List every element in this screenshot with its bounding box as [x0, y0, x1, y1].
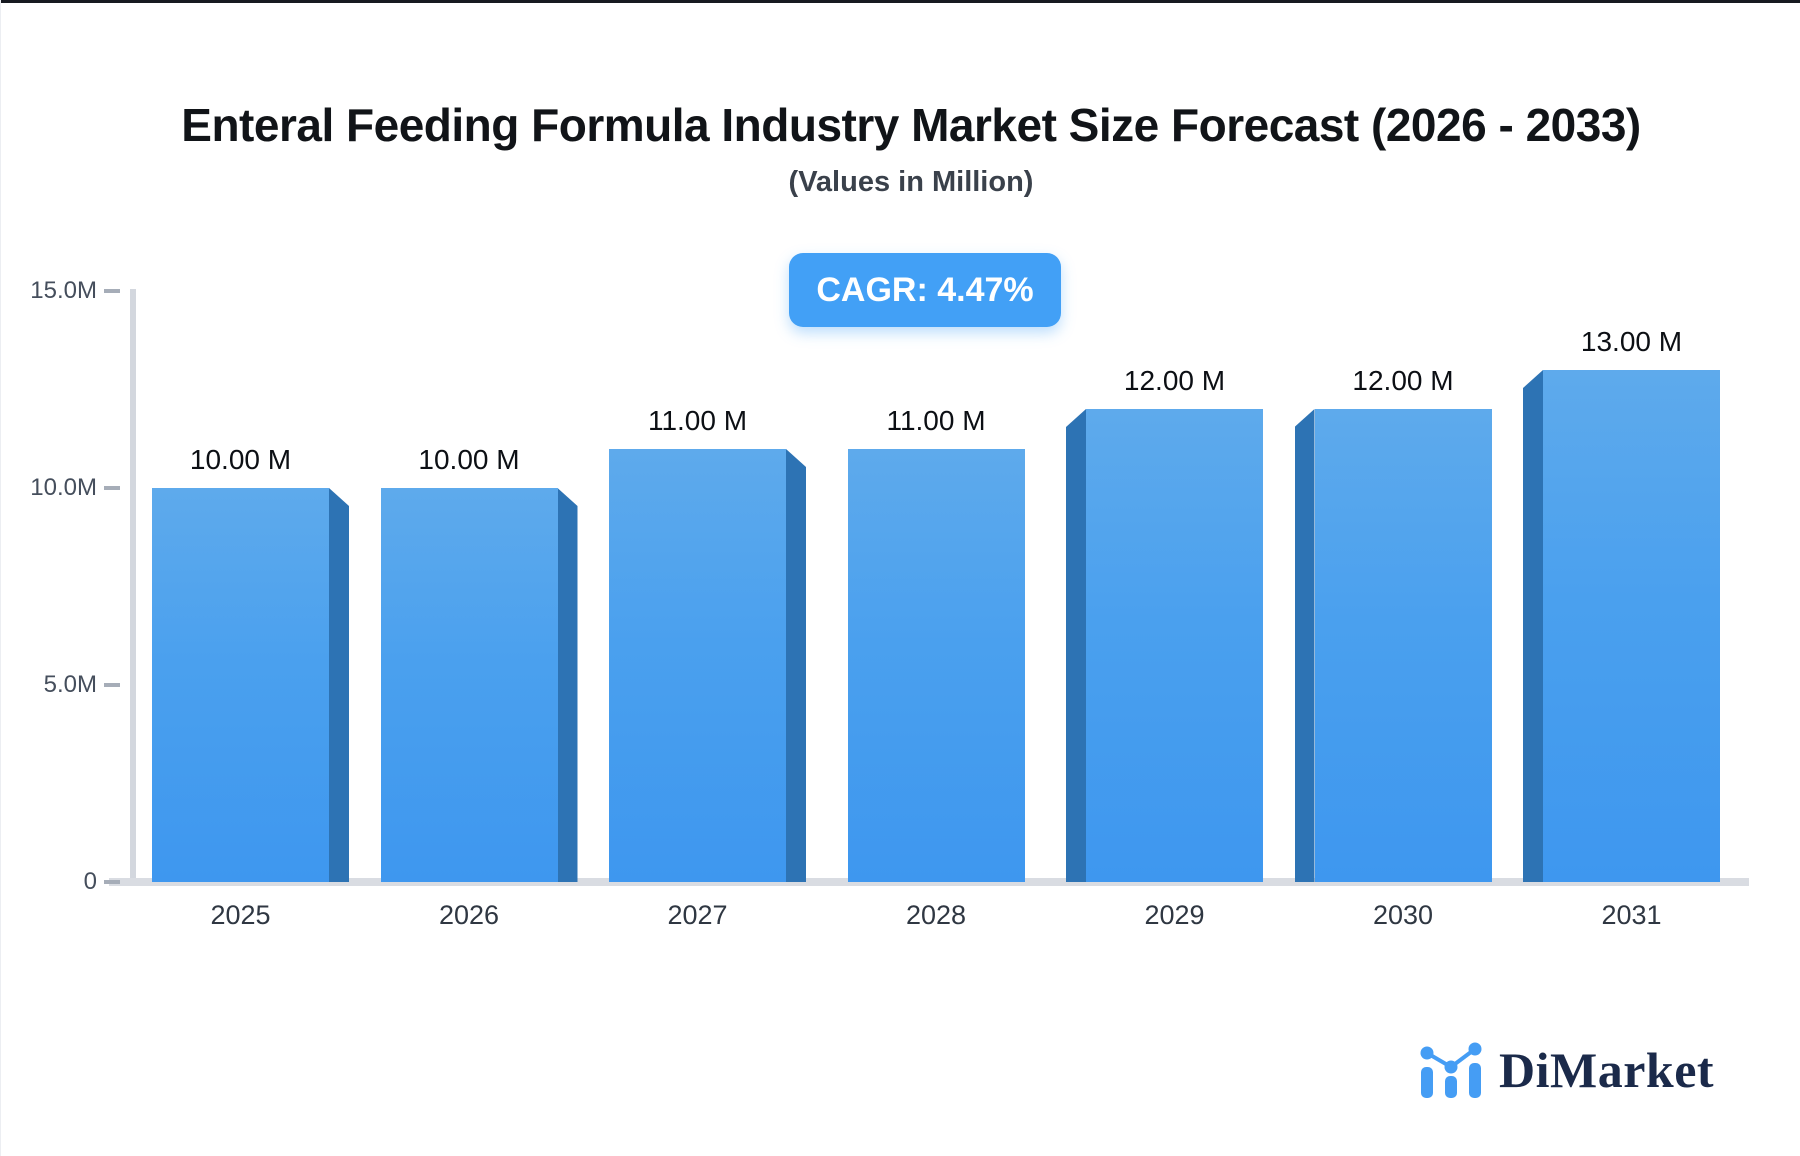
bar-2030[interactable]: [1314, 409, 1492, 882]
bar-2031[interactable]: [1543, 370, 1720, 882]
bar-2028[interactable]: [847, 449, 1025, 882]
y-axis-line: [130, 289, 136, 882]
bar-2025[interactable]: [152, 488, 329, 882]
bar-2027[interactable]: [609, 449, 786, 882]
bar-group: 10.00 M 2025: [152, 444, 349, 930]
bar-side-face: [1523, 370, 1543, 882]
bar-value-label: 11.00 M: [647, 405, 748, 436]
bar-value-label: 10.00 M: [189, 444, 292, 475]
x-axis-label: 2025: [210, 900, 271, 930]
x-axis-line: [109, 878, 1749, 886]
x-axis-label: 2031: [1601, 900, 1662, 930]
bar-group: 12.00 M 2030: [1294, 365, 1492, 930]
mini-bar-line-chart-icon: [1420, 1042, 1482, 1098]
bar-2026[interactable]: [380, 488, 558, 882]
bar-value-label: 12.00 M: [1352, 365, 1454, 396]
bar-value-label: 12.00 M: [1123, 365, 1226, 396]
x-axis-label: 2028: [905, 900, 967, 930]
brand-logo: DiMarket: [1419, 1040, 1714, 1100]
x-axis-label: 2027: [667, 900, 728, 930]
y-axis-tick: [104, 486, 120, 490]
bar-side-face: [1066, 409, 1086, 882]
bar-side-face: [786, 449, 806, 882]
cagr-badge: CAGR: 4.47%: [789, 253, 1061, 327]
y-axis-tick: [104, 289, 120, 293]
bar-side-face: [557, 488, 578, 882]
bar-group: 11.00 M 2028: [847, 405, 1025, 930]
x-axis-label: 2030: [1372, 900, 1434, 930]
chart-subtitle: (Values in Million): [788, 166, 1034, 198]
x-axis-label: 2026: [438, 900, 500, 930]
x-axis-label: 2029: [1144, 900, 1205, 930]
y-axis-tick-label: 10.0M: [30, 474, 97, 501]
top-border: [1, 0, 1800, 3]
brand-logo-text: DiMarket: [1499, 1042, 1715, 1098]
bar-value-label: 11.00 M: [886, 405, 986, 436]
bar-2029[interactable]: [1086, 409, 1263, 882]
bar-value-label: 13.00 M: [1580, 326, 1683, 357]
y-axis-tick-label: 0: [83, 868, 97, 895]
bar-group: 11.00 M 2027: [609, 405, 806, 930]
bar-group: 13.00 M 2031: [1523, 326, 1720, 930]
bar-side-face: [1294, 409, 1315, 882]
bar-side-face: [329, 488, 349, 882]
y-axis-tick: [104, 880, 120, 884]
y-axis-tick-label: 5.0M: [43, 671, 97, 698]
chart-title: Enteral Feeding Formula Industry Market …: [181, 99, 1641, 151]
y-axis-tick-label: 15.0M: [30, 277, 97, 304]
bar-value-label: 10.00 M: [418, 444, 520, 475]
y-axis-tick: [104, 683, 120, 687]
bar-group: 10.00 M 2026: [380, 444, 578, 930]
bar-group: 12.00 M 2029: [1066, 365, 1263, 930]
